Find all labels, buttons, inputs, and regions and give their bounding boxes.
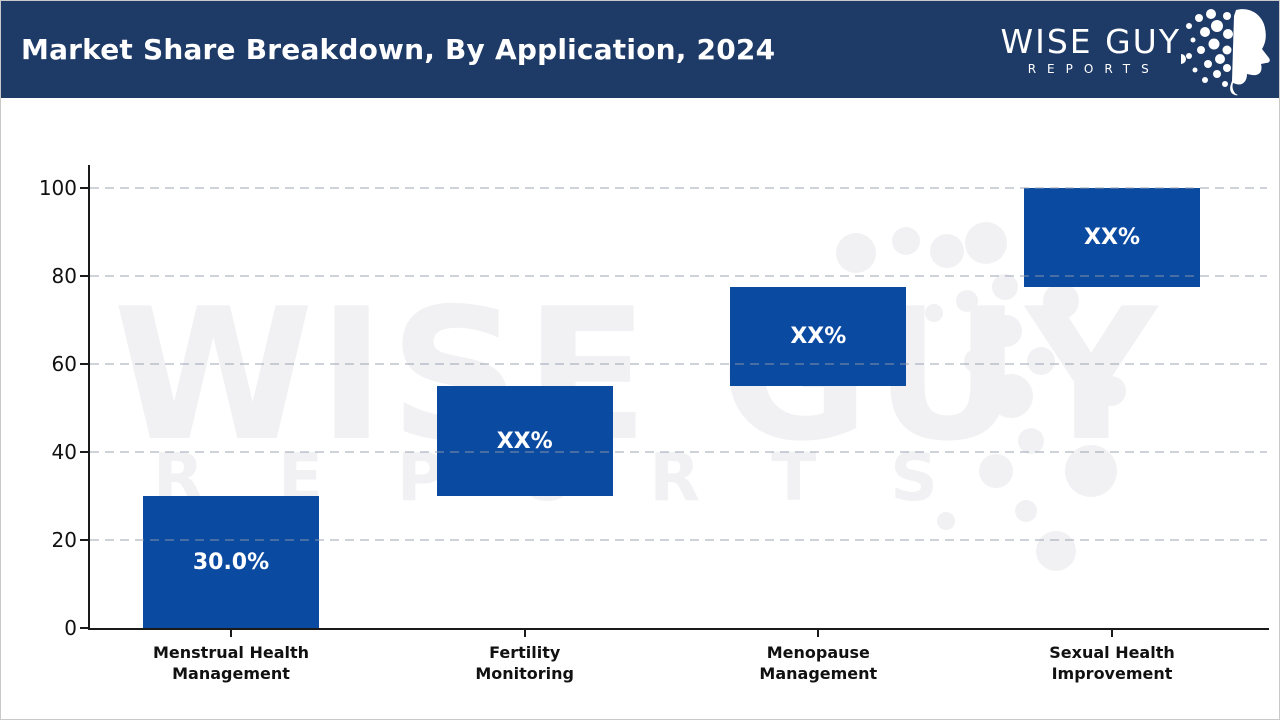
y-axis-tick — [80, 451, 88, 453]
x-axis-category-line: Management — [759, 664, 878, 683]
header-bar: Market Share Breakdown, By Application, … — [1, 1, 1279, 98]
x-axis-tick — [817, 630, 820, 637]
x-axis-tick — [230, 630, 232, 637]
y-axis-tick — [80, 275, 88, 277]
x-axis-category-line: Management — [172, 664, 290, 683]
x-axis-tick — [523, 630, 526, 637]
bar-value-label: 30.0% — [192, 549, 270, 575]
bar-value-label: XX% — [496, 428, 553, 454]
bar-value-label: XX% — [790, 324, 847, 349]
bar-segment: XX% — [436, 386, 613, 496]
x-axis-category-label: Menopause Management — [688, 642, 948, 684]
y-axis-tick-label: 0 — [64, 616, 77, 640]
logo-wordmark: WISE GUY — [1000, 21, 1181, 61]
x-axis-category-label: Sexual Health Improvement — [982, 642, 1242, 684]
y-axis-spine — [88, 165, 90, 630]
bar-segment: 30.0% — [143, 496, 319, 628]
x-axis-category-line: Menopause — [766, 643, 870, 662]
logo-face-icon — [1181, 8, 1270, 95]
y-axis-tick-label: 40 — [51, 440, 77, 464]
y-axis-tick — [80, 363, 88, 365]
logo-text: WISE GUY REPORTS — [1000, 25, 1181, 75]
x-axis-category-line: Monitoring — [475, 664, 575, 683]
logo: WISE GUY REPORTS — [1000, 4, 1273, 96]
x-axis-category-line: Menstrual Health — [152, 643, 310, 662]
y-axis-tick-label: 80 — [51, 264, 77, 288]
bar-segment: XX% — [1024, 188, 1200, 287]
logo-subtext: REPORTS — [1027, 61, 1160, 76]
y-axis-tick-label: 100 — [38, 176, 77, 200]
y-axis-tick-label: 60 — [51, 352, 77, 376]
x-axis-spine — [88, 628, 1269, 630]
x-axis-tick — [1111, 630, 1113, 637]
x-axis-category-line: Improvement — [1051, 664, 1173, 683]
y-axis-tick-label: 20 — [51, 528, 77, 552]
x-axis-category-line: Fertility — [489, 643, 561, 662]
page-title: Market Share Breakdown, By Application, … — [21, 33, 776, 66]
y-axis-tick — [80, 539, 88, 541]
x-axis-category-label: Fertility Monitoring — [395, 642, 655, 684]
x-axis-category-line: Sexual Health — [1049, 643, 1175, 662]
bar-value-label: XX% — [1084, 225, 1140, 250]
y-axis-tick — [80, 187, 88, 189]
x-axis-category-label: Menstrual Health Management — [101, 642, 361, 684]
bar-segment: XX% — [730, 287, 907, 386]
y-axis-tick — [80, 627, 88, 629]
